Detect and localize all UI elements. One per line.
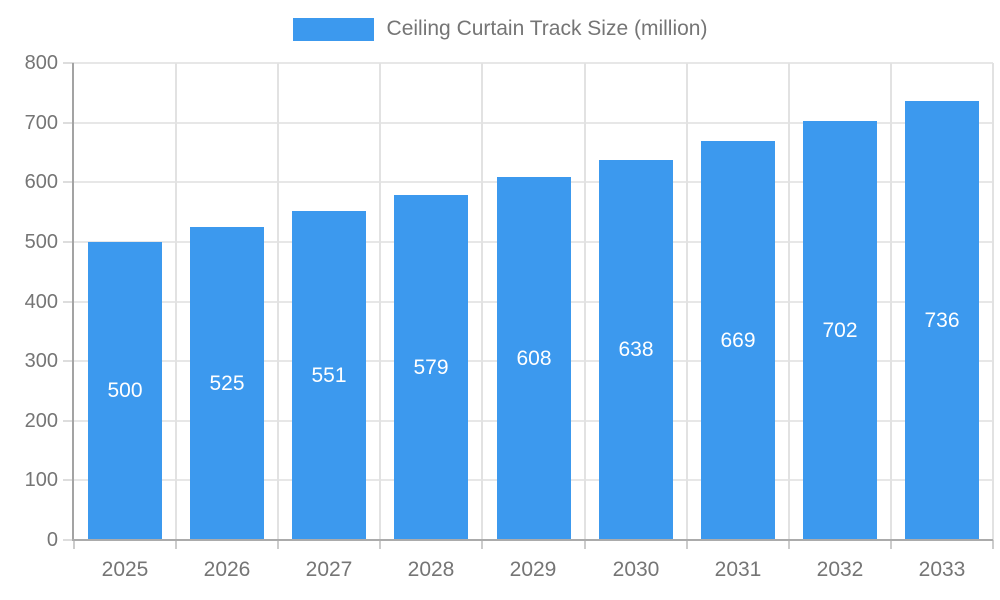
y-axis-tick-label: 500 xyxy=(24,230,58,253)
bar: 638 xyxy=(599,160,673,540)
y-axis-tick-label: 300 xyxy=(24,350,58,373)
x-axis-tick xyxy=(277,540,280,549)
legend-label: Ceiling Curtain Track Size (million) xyxy=(386,17,708,40)
bar: 579 xyxy=(394,195,468,540)
x-axis-tick-label: 2027 xyxy=(305,558,353,581)
legend-swatch[interactable] xyxy=(292,17,374,41)
y-axis-tick-label: 100 xyxy=(24,469,58,492)
y-axis-tick xyxy=(63,62,74,64)
bar-value-label: 500 xyxy=(107,379,143,402)
x-axis-tick-label: 2030 xyxy=(612,558,660,581)
bar-value-label: 736 xyxy=(924,309,960,332)
bar-value-label: 551 xyxy=(311,364,347,387)
y-axis-tick-label: 0 xyxy=(46,529,58,551)
bar: 551 xyxy=(292,211,366,540)
y-axis-tick-label: 700 xyxy=(24,111,58,134)
x-axis-tick-label: 2029 xyxy=(509,558,557,581)
bar-value-label: 669 xyxy=(720,329,756,352)
x-axis-tick-label: 2026 xyxy=(203,558,251,581)
gridline-vertical xyxy=(175,63,178,540)
gridline-horizontal xyxy=(74,121,993,124)
x-axis-tick xyxy=(73,540,75,549)
x-axis-tick-label: 2032 xyxy=(816,558,864,581)
bar-value-label: 525 xyxy=(209,372,245,395)
x-axis-tick xyxy=(787,540,790,549)
bar: 608 xyxy=(497,177,571,540)
x-axis-line xyxy=(72,539,993,541)
y-axis-tick-label: 800 xyxy=(24,52,58,74)
bar-value-label: 579 xyxy=(413,356,449,379)
gridline-vertical xyxy=(277,63,280,540)
y-axis-tick-label: 200 xyxy=(24,409,58,432)
x-axis-tick xyxy=(379,540,382,549)
x-axis-tick xyxy=(889,540,892,549)
bar: 736 xyxy=(905,101,979,540)
gridline-vertical xyxy=(889,63,892,540)
x-axis-tick-label: 2031 xyxy=(714,558,762,581)
y-axis-tick xyxy=(63,539,74,541)
gridline-vertical xyxy=(787,63,790,540)
bar: 669 xyxy=(701,141,775,540)
x-axis-tick-label: 2028 xyxy=(407,558,455,581)
y-axis-tick xyxy=(63,360,74,363)
gridline-vertical xyxy=(685,63,688,540)
bar-value-label: 608 xyxy=(516,347,552,370)
x-axis-tick xyxy=(481,540,484,549)
gridline-horizontal xyxy=(74,62,993,64)
gridline-vertical xyxy=(379,63,382,540)
x-axis-tick-label: 2033 xyxy=(918,558,966,581)
bar: 525 xyxy=(190,227,264,540)
x-axis-tick xyxy=(583,540,586,549)
bar-value-label: 638 xyxy=(618,338,654,361)
x-axis-tick xyxy=(175,540,178,549)
y-axis-tick xyxy=(63,419,74,422)
y-axis-tick xyxy=(63,300,74,303)
gridline-vertical xyxy=(992,63,994,540)
bar-value-label: 702 xyxy=(822,319,858,342)
y-axis-tick xyxy=(63,240,74,243)
y-axis-tick-label: 600 xyxy=(24,171,58,194)
y-axis-tick-label: 400 xyxy=(24,290,58,313)
x-axis-tick-label: 2025 xyxy=(101,558,149,581)
y-axis-tick xyxy=(63,479,74,482)
y-axis-tick xyxy=(63,181,74,184)
y-axis-line xyxy=(72,63,74,540)
y-axis-tick xyxy=(63,121,74,124)
bar: 500 xyxy=(88,242,162,540)
x-axis-tick xyxy=(992,540,994,549)
gridline-vertical xyxy=(583,63,586,540)
legend: Ceiling Curtain Track Size (million) xyxy=(0,17,1000,41)
gridline-vertical xyxy=(481,63,484,540)
x-axis-tick xyxy=(685,540,688,549)
bar: 702 xyxy=(803,121,877,540)
